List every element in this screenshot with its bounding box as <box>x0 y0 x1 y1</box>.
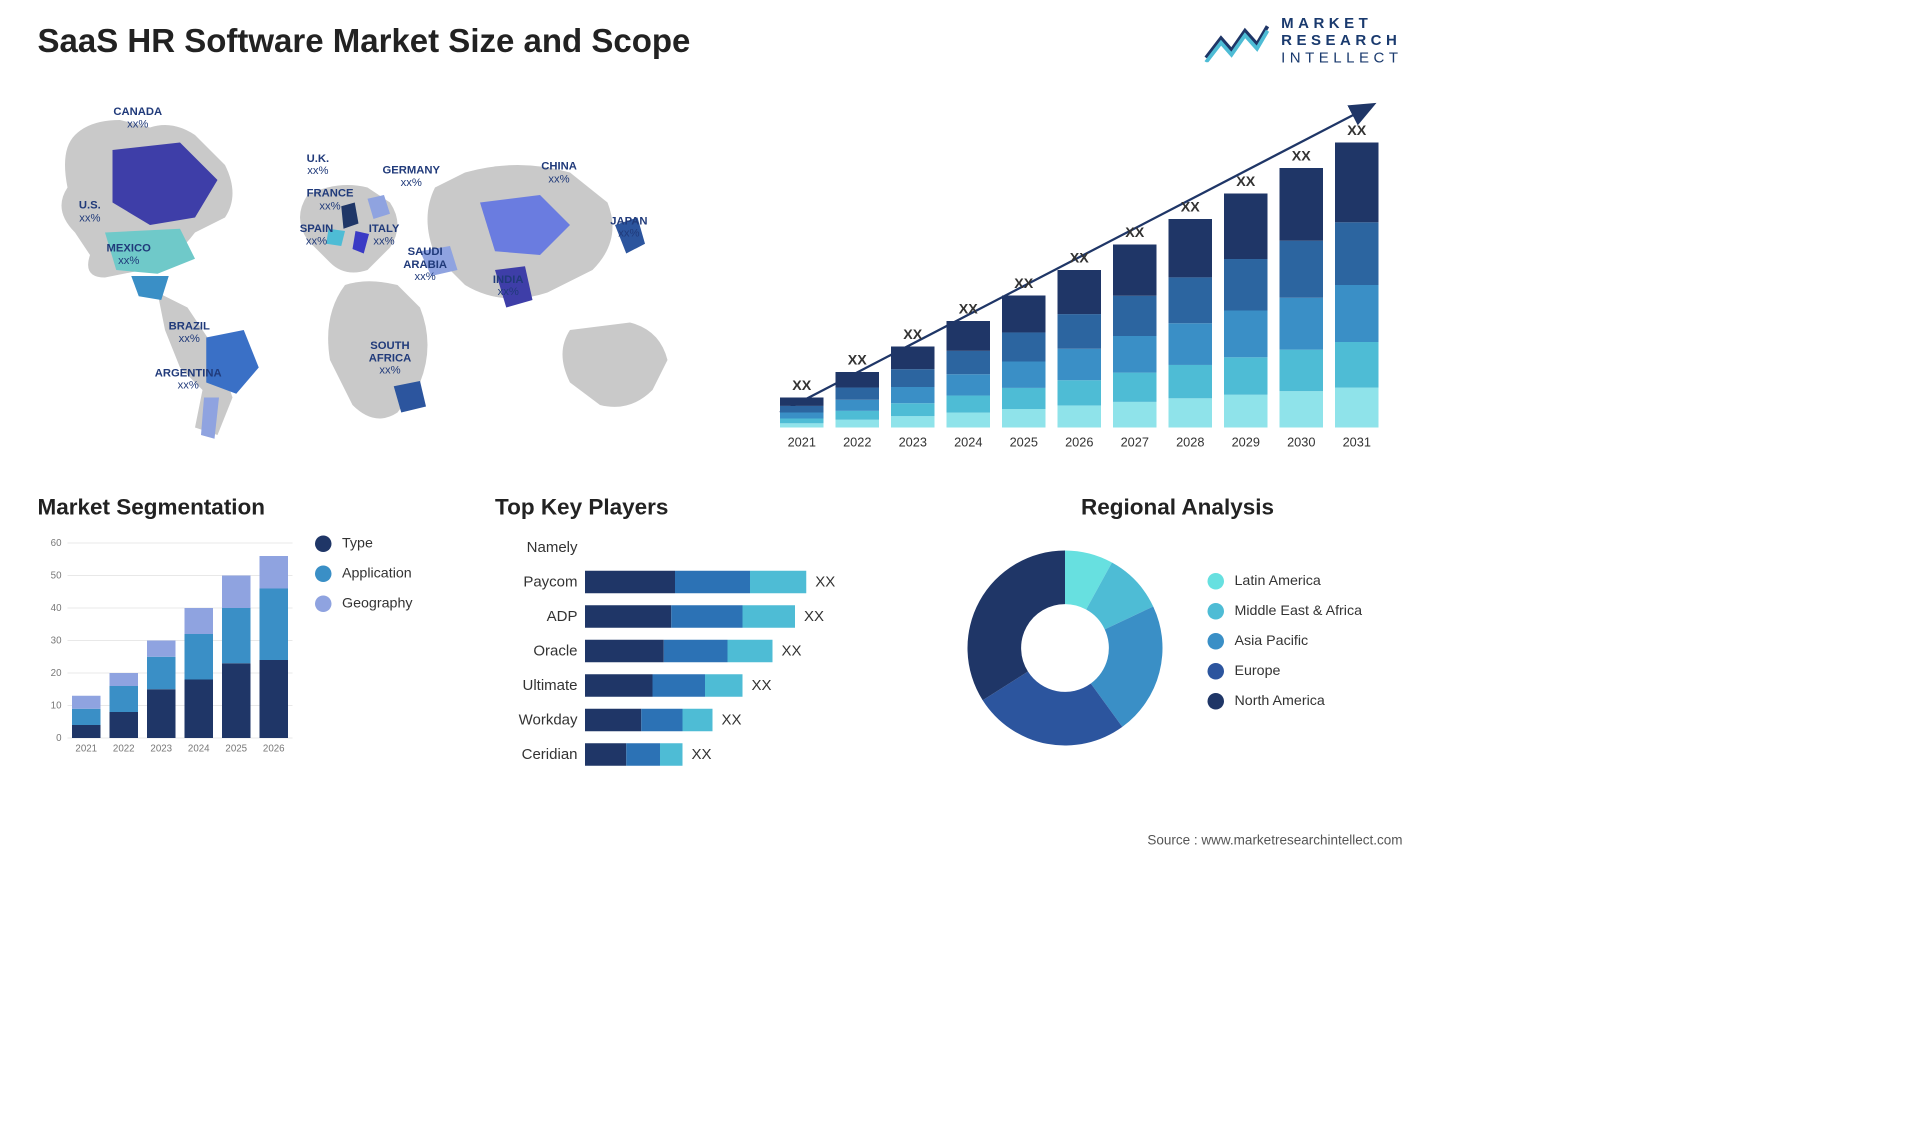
player-row: CeridianXX <box>495 743 915 767</box>
svg-text:10: 10 <box>51 701 62 712</box>
map-label-germany: GERMANYxx% <box>383 164 441 189</box>
map-label-us: U.S.xx% <box>79 200 101 225</box>
map-label-uk: U.K.xx% <box>307 153 330 178</box>
brand-logo: MARKET RESEARCH INTELLECT <box>1203 15 1402 67</box>
map-label-saudiarabia: SAUDIARABIAxx% <box>403 246 447 283</box>
seg-legend-item: Geography <box>315 596 413 613</box>
map-label-china: CHINAxx% <box>541 161 577 186</box>
seg-legend-item: Type <box>315 536 413 553</box>
logo-line2: RESEARCH <box>1281 32 1402 49</box>
svg-text:2021: 2021 <box>788 434 816 449</box>
regional-donut <box>953 536 1178 761</box>
svg-text:2023: 2023 <box>899 434 927 449</box>
svg-text:60: 60 <box>51 538 62 549</box>
map-label-spain: SPAINxx% <box>300 223 334 248</box>
svg-text:2028: 2028 <box>1176 434 1204 449</box>
map-label-japan: JAPANxx% <box>610 215 647 240</box>
map-label-brazil: BRAZILxx% <box>169 320 210 345</box>
logo-icon <box>1203 20 1271 62</box>
region-legend-item: Europe <box>1208 663 1363 680</box>
regional-panel: Regional Analysis Latin America Middle Ea… <box>953 495 1403 780</box>
svg-text:50: 50 <box>51 571 62 582</box>
svg-text:2024: 2024 <box>954 434 982 449</box>
svg-text:XX: XX <box>959 302 979 318</box>
map-label-argentina: ARGENTINAxx% <box>155 367 222 392</box>
map-label-mexico: MEXICOxx% <box>107 242 151 267</box>
map-label-southafrica: SOUTHAFRICAxx% <box>369 340 412 377</box>
svg-text:2031: 2031 <box>1343 434 1371 449</box>
svg-text:2025: 2025 <box>225 744 247 755</box>
svg-text:XX: XX <box>1014 276 1034 292</box>
map-label-france: FRANCExx% <box>307 188 354 213</box>
svg-text:2030: 2030 <box>1287 434 1315 449</box>
player-row: ADPXX <box>495 605 915 629</box>
svg-text:0: 0 <box>56 733 62 744</box>
svg-text:2022: 2022 <box>843 434 871 449</box>
svg-text:2025: 2025 <box>1010 434 1038 449</box>
segmentation-legend: Type Application Geography <box>315 536 413 761</box>
svg-text:2026: 2026 <box>1065 434 1093 449</box>
seg-legend-item: Application <box>315 566 413 583</box>
svg-text:XX: XX <box>1292 149 1312 165</box>
world-map: CANADAxx% U.S.xx% MEXICOxx% BRAZILxx% ARGENT… <box>38 83 728 473</box>
players-panel: Top Key Players Namely PaycomXX ADPXX Oracl… <box>495 495 915 780</box>
logo-line1: MARKET <box>1281 15 1402 32</box>
region-legend-item: Middle East & Africa <box>1208 603 1363 620</box>
map-label-india: INDIAxx% <box>493 274 524 299</box>
svg-text:XX: XX <box>903 327 923 343</box>
svg-text:2023: 2023 <box>150 744 172 755</box>
svg-text:2026: 2026 <box>263 744 285 755</box>
svg-text:2027: 2027 <box>1121 434 1149 449</box>
svg-text:XX: XX <box>1181 200 1201 216</box>
player-row: PaycomXX <box>495 570 915 594</box>
player-header: Namely <box>495 539 585 556</box>
region-legend-item: Latin America <box>1208 573 1363 590</box>
region-legend-item: North America <box>1208 693 1363 710</box>
svg-text:2022: 2022 <box>113 744 135 755</box>
players-title: Top Key Players <box>495 495 915 521</box>
regional-legend: Latin America Middle East & Africa Asia Pa… <box>1208 573 1363 723</box>
svg-text:30: 30 <box>51 636 62 647</box>
svg-text:XX: XX <box>848 353 868 369</box>
svg-text:XX: XX <box>1070 251 1090 267</box>
svg-text:XX: XX <box>1347 123 1367 139</box>
logo-line3: INTELLECT <box>1281 50 1402 67</box>
player-row: WorkdayXX <box>495 708 915 732</box>
segmentation-panel: Market Segmentation 0 10 20 30 40 50 60 2021 202… <box>38 495 458 780</box>
world-map-svg <box>38 83 728 473</box>
regional-title: Regional Analysis <box>953 495 1403 521</box>
svg-text:2021: 2021 <box>75 744 97 755</box>
svg-text:2024: 2024 <box>188 744 210 755</box>
source-text: Source : www.marketresearchintellect.com <box>1147 833 1402 849</box>
svg-text:XX: XX <box>1125 225 1145 241</box>
svg-text:40: 40 <box>51 603 62 614</box>
player-row: UltimateXX <box>495 674 915 698</box>
svg-text:XX: XX <box>792 378 812 394</box>
svg-text:XX: XX <box>1236 174 1256 190</box>
svg-text:2029: 2029 <box>1232 434 1260 449</box>
map-label-italy: ITALYxx% <box>369 223 400 248</box>
forecast-chart: XX 2021 XX 2022 XX 2023 XX 2024 XX 2025 XX 2026 XX 20… <box>758 83 1403 473</box>
svg-text:20: 20 <box>51 668 62 679</box>
map-label-canada: CANADAxx% <box>113 106 162 131</box>
page-title: SaaS HR Software Market Size and Scope <box>38 23 1403 61</box>
region-legend-item: Asia Pacific <box>1208 633 1363 650</box>
player-row: OracleXX <box>495 639 915 663</box>
segmentation-title: Market Segmentation <box>38 495 458 521</box>
